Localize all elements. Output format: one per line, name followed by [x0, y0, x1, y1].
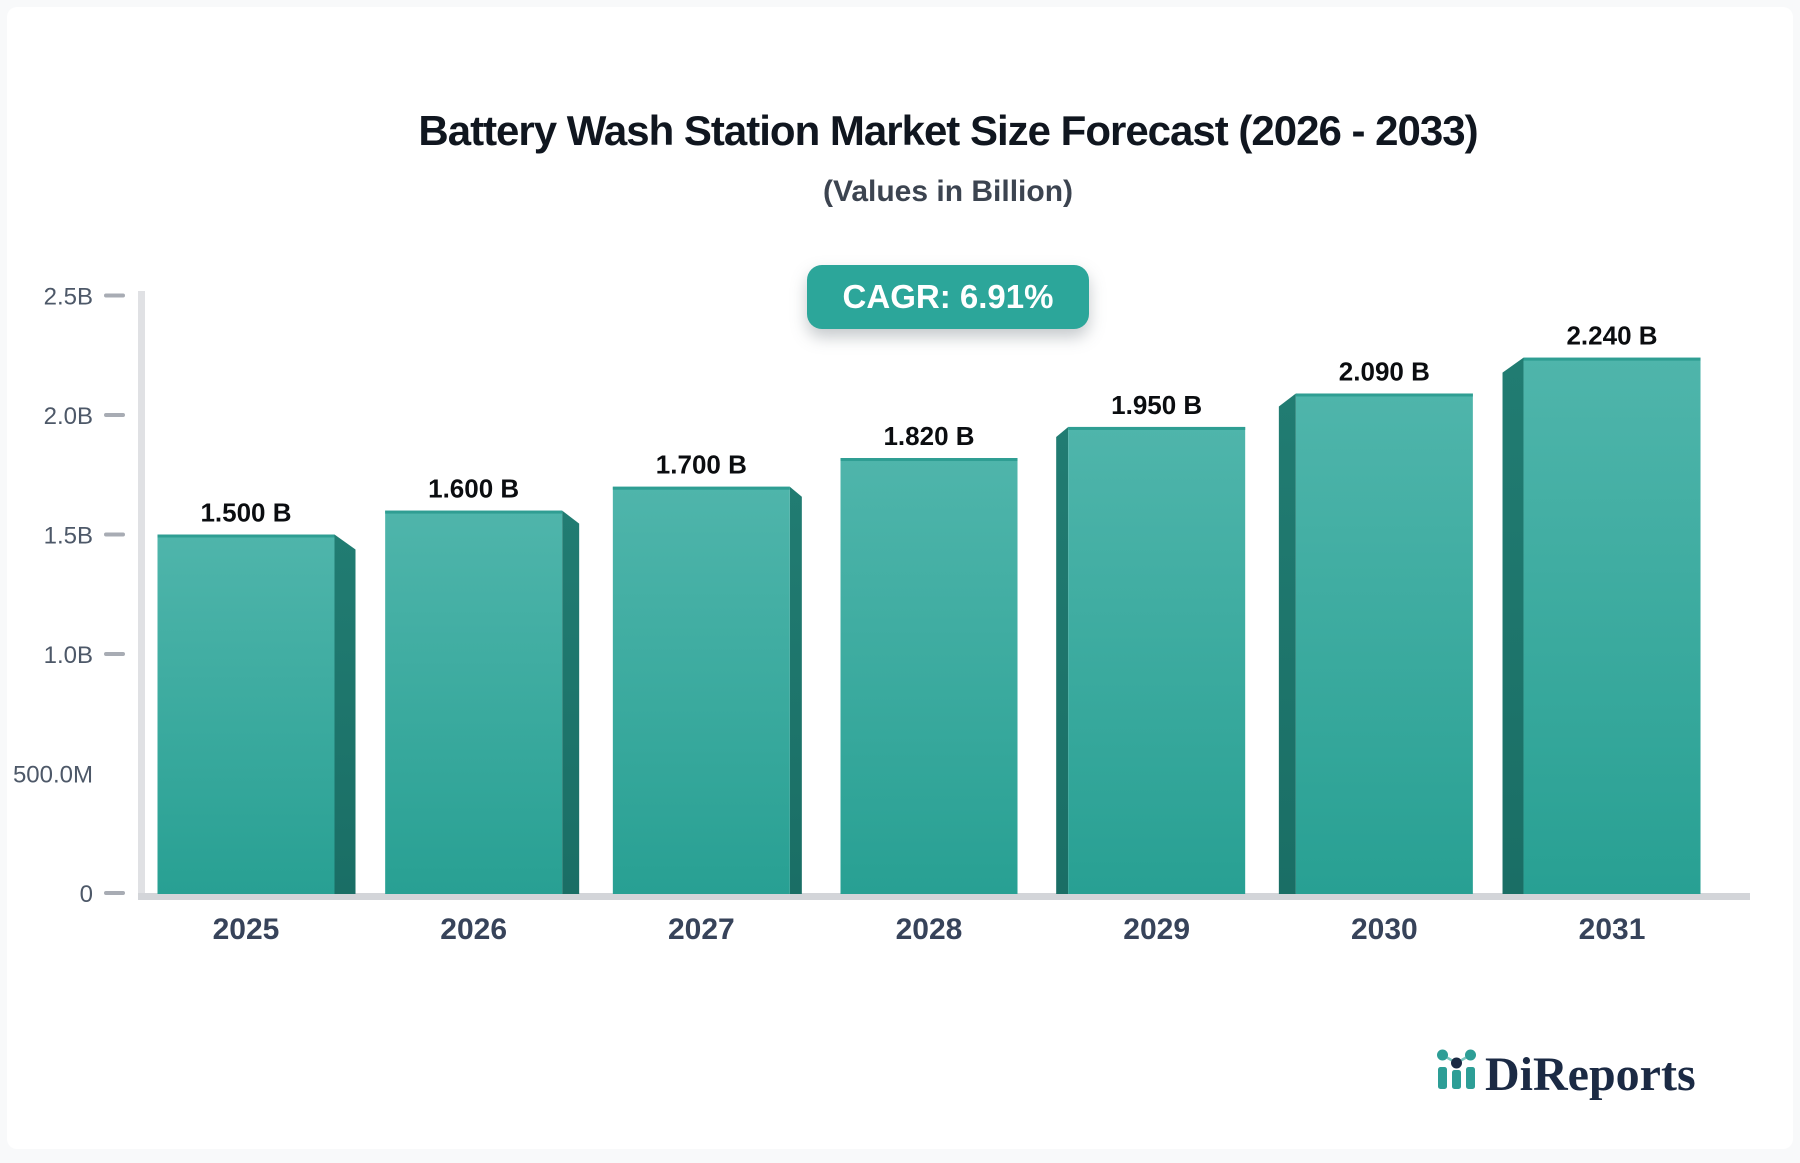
- bar-2027[interactable]: 1.700 B: [612, 450, 802, 894]
- bar-top-edge-2031: [1523, 357, 1701, 361]
- axes: [104, 291, 1750, 900]
- cagr-badge-row: CAGR: 6.91%: [147, 265, 1749, 329]
- bar-side-2026: [562, 510, 580, 894]
- y-tick-dash-1.5B: [104, 532, 125, 537]
- bar-face-2028: [840, 458, 1018, 894]
- bar-side-2025: [334, 534, 356, 894]
- bars: 1.500 B 1.600 B 1.700 B 1.820 B 1.950 B 2.090…: [157, 321, 1701, 895]
- bar-top-edge-2029: [1068, 426, 1246, 430]
- bar-face-2026: [385, 510, 563, 894]
- x-axis-label-2025: 2025: [213, 913, 280, 946]
- cagr-badge: CAGR: 6.91%: [806, 265, 1090, 329]
- chart-title: Battery Wash Station Market Size Forecas…: [418, 107, 1478, 154]
- bar-side-2029: [1056, 426, 1069, 894]
- direports-logo-icon: [1437, 1049, 1476, 1089]
- bar-face-2031: [1523, 357, 1701, 894]
- bar-chart: 1.500 B 1.600 B 1.700 B 1.820 B 1.950 B 2.090…: [13, 284, 1750, 947]
- y-tick-label-2.5B: 2.5B: [44, 284, 93, 311]
- chart-card: Battery Wash Station Market Size Forecas…: [7, 7, 1793, 1149]
- bar-face-2030: [1295, 393, 1473, 894]
- bar-value-label-2027: 1.700 B: [656, 450, 747, 480]
- x-axis-label-2030: 2030: [1351, 913, 1418, 946]
- bar-value-label-2030: 2.090 B: [1339, 356, 1430, 386]
- x-axis-label-2029: 2029: [1123, 913, 1190, 946]
- bar-2031[interactable]: 2.240 B: [1502, 321, 1701, 894]
- logo-bar-middle: [1452, 1070, 1461, 1089]
- y-tick-label-1.0B: 1.0B: [44, 642, 93, 669]
- logo-dot-right: [1465, 1049, 1476, 1061]
- bar-top-edge-2027: [612, 486, 790, 490]
- bar-value-label-2029: 1.950 B: [1111, 390, 1202, 420]
- y-axis-line: [138, 291, 145, 900]
- logo-dot-middle: [1451, 1057, 1462, 1069]
- chart-subtitle: (Values in Billion): [822, 175, 1074, 208]
- bar-2030[interactable]: 2.090 B: [1278, 356, 1473, 894]
- direports-logo-text: DiReports: [1485, 1048, 1696, 1101]
- y-tick-label-500.0M: 500.0M: [13, 762, 93, 789]
- logo-dot-left: [1437, 1049, 1448, 1061]
- y-tick-dash-0: [104, 891, 125, 895]
- x-axis-label-2028: 2028: [896, 913, 963, 946]
- y-tick-dash-1.0B: [104, 652, 125, 656]
- bar-face-2025: [157, 534, 335, 894]
- bar-value-label-2031: 2.240 B: [1566, 321, 1657, 351]
- bar-side-2027: [789, 486, 802, 894]
- logo-bar-right: [1466, 1067, 1475, 1089]
- bar-face-2027: [612, 486, 790, 894]
- y-tick-dash-2.5B: [104, 293, 125, 298]
- bar-2026[interactable]: 1.600 B: [385, 474, 580, 894]
- y-tick-label-2.0B: 2.0B: [44, 403, 93, 430]
- bar-top-edge-2030: [1295, 393, 1473, 397]
- y-tick-dash-2.0B: [104, 413, 125, 417]
- bar-value-label-2026: 1.600 B: [428, 474, 519, 504]
- bar-2025[interactable]: 1.500 B: [157, 498, 356, 895]
- bar-face-2029: [1068, 426, 1246, 894]
- y-tick-label-0: 0: [80, 881, 93, 908]
- bar-side-2030: [1278, 393, 1296, 894]
- logo-bar-left: [1438, 1067, 1447, 1089]
- x-axis-baseline: [138, 893, 1750, 900]
- x-axis-label-2027: 2027: [668, 913, 735, 946]
- direports-logo: DiReports: [1435, 1043, 1735, 1113]
- bar-top-edge-2028: [840, 458, 1018, 462]
- bar-top-edge-2026: [385, 510, 563, 514]
- bar-value-label-2028: 1.820 B: [883, 421, 974, 451]
- axis-labels: 0 500.0M 1.0B 1.5B 2.0B 2.5B 2025 2026 2027 2028 2…: [13, 284, 1645, 947]
- bar-top-edge-2025: [157, 534, 335, 538]
- bar-side-2031: [1502, 357, 1524, 894]
- x-axis-label-2026: 2026: [440, 913, 507, 946]
- bar-2028[interactable]: 1.820 B: [840, 421, 1018, 894]
- x-axis-label-2031: 2031: [1579, 913, 1646, 946]
- bar-2029[interactable]: 1.950 B: [1056, 390, 1246, 894]
- y-tick-label-1.5B: 1.5B: [44, 523, 93, 550]
- bar-value-label-2025: 1.500 B: [200, 498, 291, 528]
